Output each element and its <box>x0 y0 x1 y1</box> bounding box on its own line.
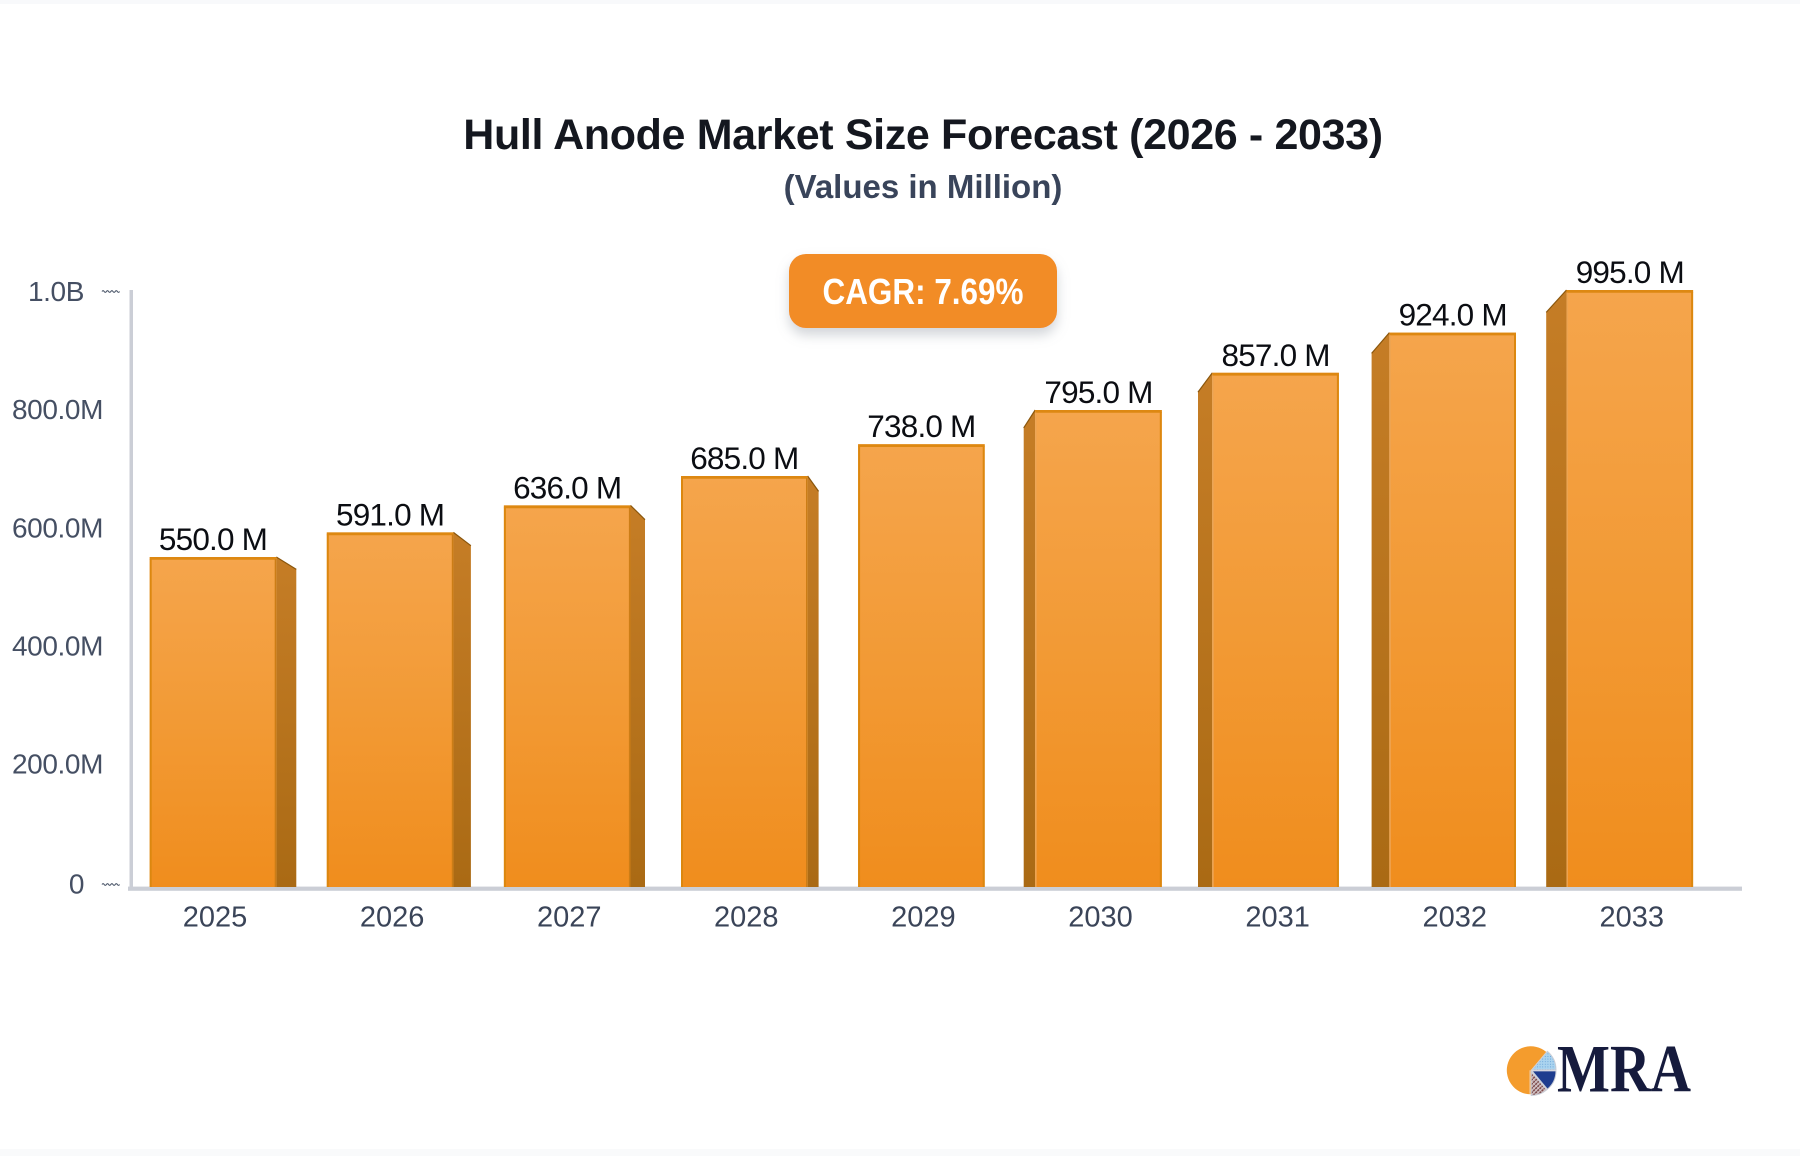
svg-text:Hull Anode Market Size Forecas: Hull Anode Market Size Forecast (2026 - … <box>463 111 1382 159</box>
svg-text:738.0 M: 738.0 M <box>867 408 975 444</box>
svg-text:636.0 M: 636.0 M <box>513 469 621 505</box>
svg-text:MRA: MRA <box>1557 1031 1691 1107</box>
svg-text:800.0M: 800.0M <box>12 394 103 425</box>
svg-text:857.0 M: 857.0 M <box>1221 337 1329 373</box>
svg-text:2029: 2029 <box>891 902 956 934</box>
svg-text:2033: 2033 <box>1600 902 1665 934</box>
svg-text:(Values in Million): (Values in Million) <box>784 168 1063 205</box>
svg-text:685.0 M: 685.0 M <box>690 440 798 476</box>
svg-text:550.0 M: 550.0 M <box>159 521 267 557</box>
svg-text:2025: 2025 <box>183 902 248 934</box>
svg-text:591.0 M: 591.0 M <box>336 496 444 532</box>
svg-text:2027: 2027 <box>537 902 602 934</box>
svg-text:1.0B: 1.0B <box>28 276 84 307</box>
svg-text:795.0 M: 795.0 M <box>1044 374 1152 410</box>
svg-text:2028: 2028 <box>714 902 779 934</box>
svg-text:2032: 2032 <box>1422 902 1487 934</box>
svg-text:924.0 M: 924.0 M <box>1399 297 1507 333</box>
svg-text:CAGR: 7.69%: CAGR: 7.69% <box>823 271 1024 312</box>
svg-text:0: 0 <box>69 868 84 899</box>
svg-text:2031: 2031 <box>1245 902 1310 934</box>
svg-text:600.0M: 600.0M <box>12 512 103 543</box>
svg-text:2030: 2030 <box>1068 902 1133 934</box>
svg-text:995.0 M: 995.0 M <box>1576 254 1684 290</box>
svg-text:400.0M: 400.0M <box>12 631 103 662</box>
svg-text:2026: 2026 <box>360 902 425 934</box>
svg-text:200.0M: 200.0M <box>12 749 103 780</box>
